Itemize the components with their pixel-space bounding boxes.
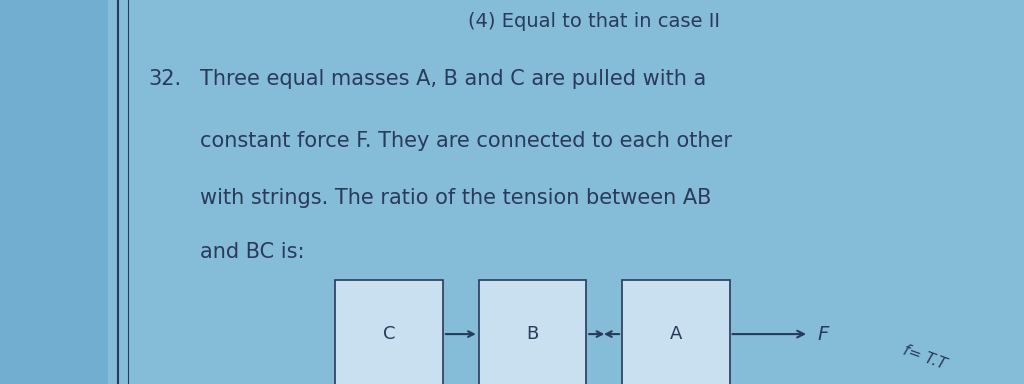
Text: (4) Equal to that in case II: (4) Equal to that in case II xyxy=(468,12,720,30)
Text: F: F xyxy=(817,324,828,344)
Text: A: A xyxy=(670,325,682,343)
Bar xyxy=(623,280,729,384)
Text: Three equal masses A, B and C are pulled with a: Three equal masses A, B and C are pulled… xyxy=(200,69,706,89)
Bar xyxy=(336,280,442,384)
Bar xyxy=(479,280,586,384)
Text: B: B xyxy=(526,325,539,343)
Text: f= T.T: f= T.T xyxy=(901,343,948,372)
Text: and BC is:: and BC is: xyxy=(200,242,304,262)
Text: with strings. The ratio of the tension between AB: with strings. The ratio of the tension b… xyxy=(200,188,711,208)
FancyBboxPatch shape xyxy=(0,0,108,384)
Text: C: C xyxy=(383,325,395,343)
Text: constant force F. They are connected to each other: constant force F. They are connected to … xyxy=(200,131,732,151)
Text: 32.: 32. xyxy=(148,69,181,89)
